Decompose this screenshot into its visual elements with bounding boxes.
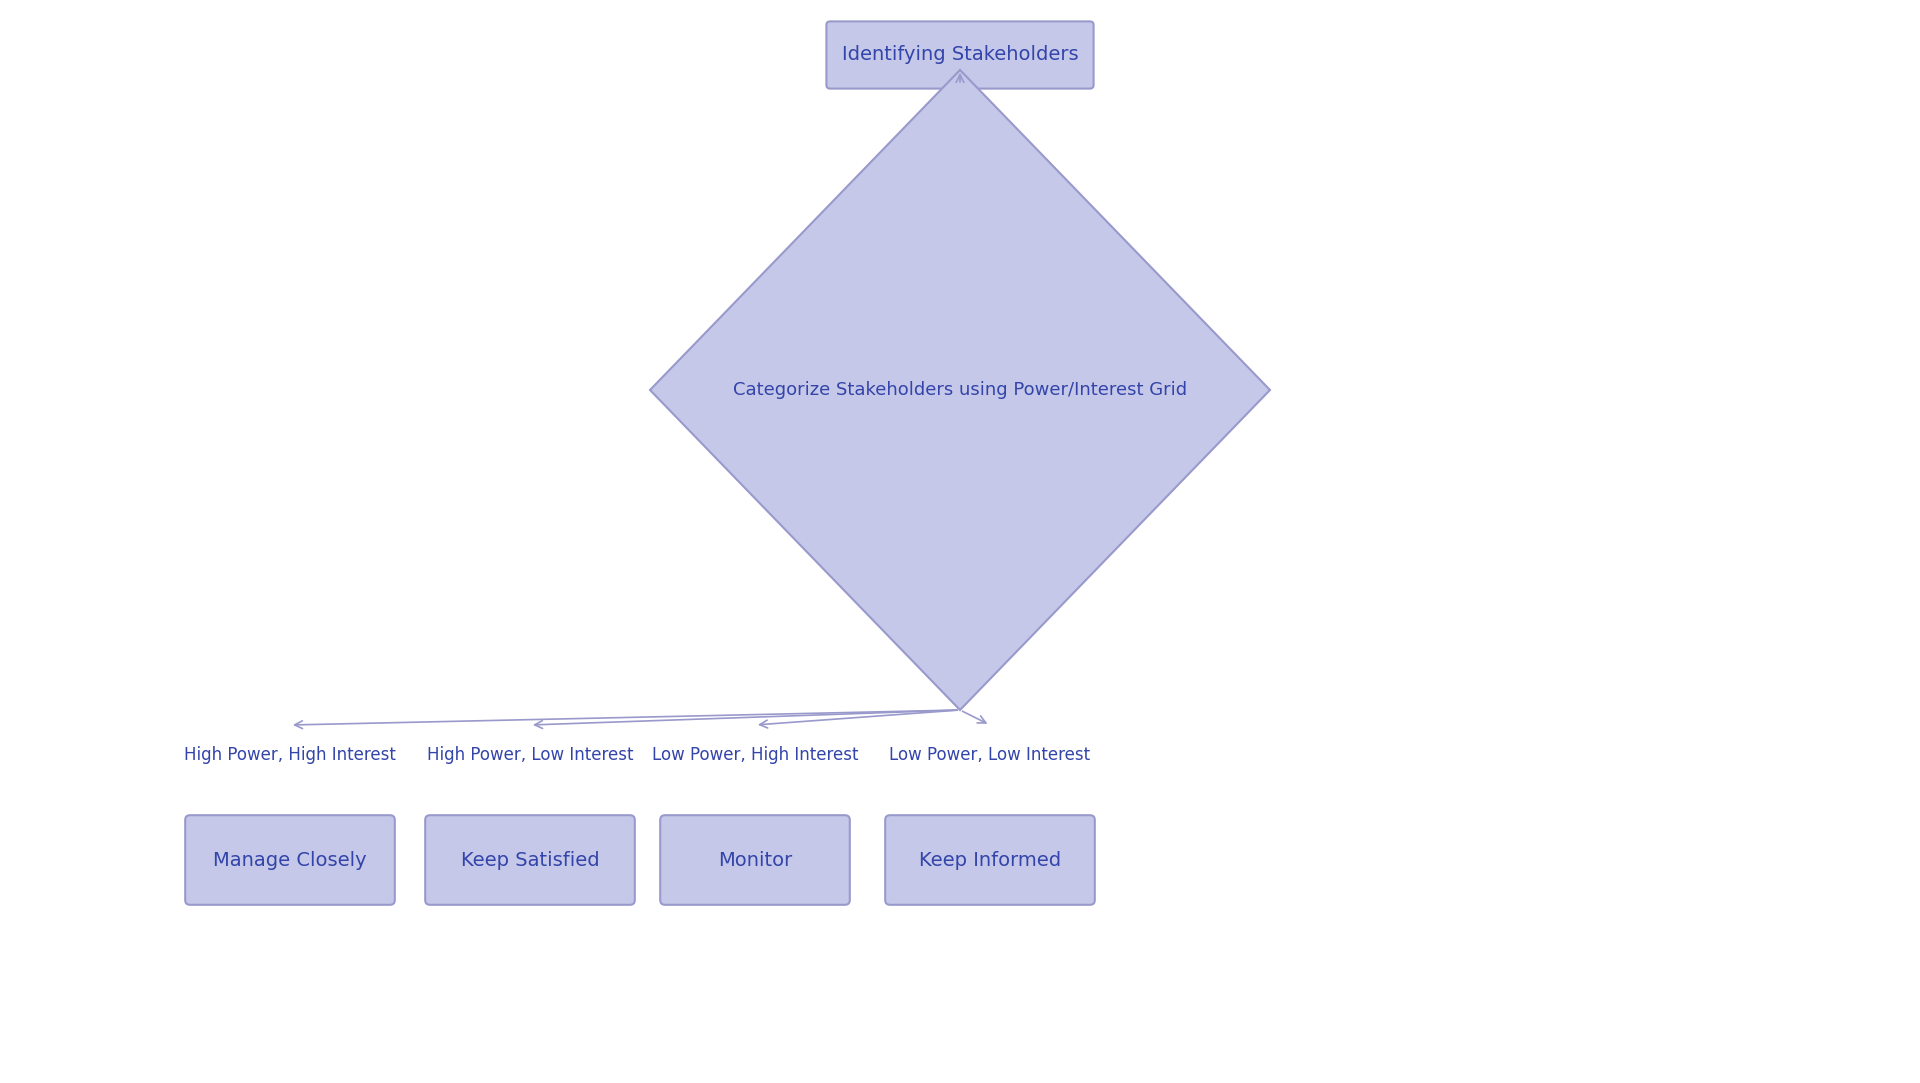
Text: Identifying Stakeholders: Identifying Stakeholders <box>841 45 1079 65</box>
Text: Keep Informed: Keep Informed <box>920 850 1062 870</box>
FancyBboxPatch shape <box>184 815 396 904</box>
Text: Low Power, Low Interest: Low Power, Low Interest <box>889 746 1091 764</box>
Text: Low Power, High Interest: Low Power, High Interest <box>651 746 858 764</box>
Text: High Power, High Interest: High Power, High Interest <box>184 746 396 764</box>
FancyBboxPatch shape <box>424 815 636 904</box>
FancyBboxPatch shape <box>660 815 851 904</box>
FancyBboxPatch shape <box>826 22 1094 89</box>
FancyBboxPatch shape <box>885 815 1094 904</box>
Text: High Power, Low Interest: High Power, Low Interest <box>426 746 634 764</box>
Text: Keep Satisfied: Keep Satisfied <box>461 850 599 870</box>
Text: Categorize Stakeholders using Power/Interest Grid: Categorize Stakeholders using Power/Inte… <box>733 381 1187 399</box>
Text: Manage Closely: Manage Closely <box>213 850 367 870</box>
Polygon shape <box>651 70 1269 710</box>
Text: Monitor: Monitor <box>718 850 793 870</box>
